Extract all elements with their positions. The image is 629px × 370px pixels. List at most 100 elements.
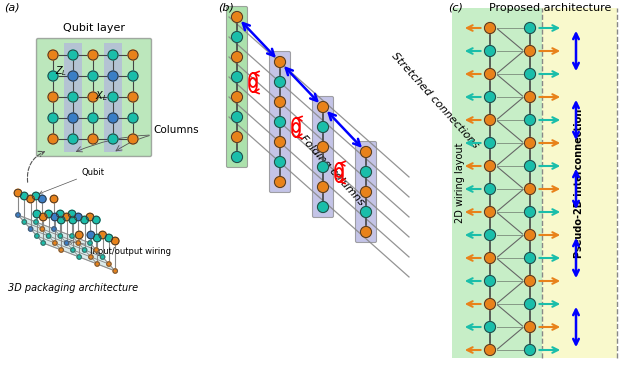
- Circle shape: [27, 195, 35, 203]
- Circle shape: [128, 50, 138, 60]
- Circle shape: [88, 92, 98, 102]
- Circle shape: [525, 344, 535, 356]
- Circle shape: [318, 121, 328, 132]
- Circle shape: [484, 68, 496, 80]
- Circle shape: [21, 192, 28, 200]
- Text: 3D packaging architecture: 3D packaging architecture: [8, 283, 138, 293]
- Circle shape: [274, 57, 286, 67]
- Circle shape: [68, 210, 76, 218]
- Circle shape: [95, 262, 99, 266]
- Circle shape: [81, 216, 89, 224]
- Circle shape: [484, 184, 496, 195]
- Circle shape: [53, 241, 57, 245]
- Circle shape: [231, 11, 243, 23]
- Circle shape: [525, 161, 535, 172]
- Circle shape: [99, 231, 106, 239]
- Circle shape: [484, 252, 496, 263]
- Circle shape: [51, 213, 58, 221]
- Circle shape: [57, 210, 64, 218]
- Circle shape: [318, 182, 328, 192]
- Circle shape: [88, 71, 98, 81]
- Circle shape: [47, 234, 51, 238]
- Circle shape: [40, 227, 45, 231]
- Circle shape: [318, 101, 328, 112]
- Circle shape: [70, 234, 74, 238]
- Circle shape: [525, 68, 535, 80]
- Circle shape: [484, 322, 496, 333]
- Circle shape: [360, 206, 372, 218]
- Circle shape: [484, 344, 496, 356]
- Circle shape: [360, 166, 372, 178]
- Circle shape: [105, 234, 113, 242]
- Text: (c): (c): [448, 3, 463, 13]
- Circle shape: [89, 255, 93, 259]
- Circle shape: [525, 322, 535, 333]
- Circle shape: [57, 216, 65, 224]
- Circle shape: [76, 241, 81, 245]
- Text: $X_L$: $X_L$: [95, 89, 108, 103]
- Circle shape: [231, 91, 243, 102]
- Circle shape: [88, 241, 92, 245]
- Circle shape: [33, 210, 41, 218]
- Circle shape: [108, 50, 118, 60]
- Circle shape: [68, 50, 78, 60]
- Circle shape: [484, 114, 496, 125]
- Circle shape: [231, 131, 243, 142]
- Circle shape: [59, 248, 64, 252]
- Circle shape: [69, 216, 77, 224]
- Circle shape: [108, 71, 118, 81]
- Circle shape: [274, 157, 286, 168]
- Circle shape: [70, 248, 75, 252]
- Circle shape: [75, 231, 83, 239]
- Circle shape: [360, 147, 372, 158]
- Circle shape: [93, 234, 101, 242]
- Text: Stretched connections: Stretched connections: [390, 50, 481, 150]
- Circle shape: [111, 237, 119, 245]
- FancyBboxPatch shape: [313, 97, 333, 218]
- Circle shape: [48, 92, 58, 102]
- Circle shape: [318, 161, 328, 172]
- Circle shape: [484, 206, 496, 218]
- Circle shape: [68, 113, 78, 123]
- Circle shape: [484, 276, 496, 286]
- Circle shape: [48, 134, 58, 144]
- FancyBboxPatch shape: [226, 7, 247, 168]
- Circle shape: [68, 134, 78, 144]
- Circle shape: [74, 213, 82, 221]
- Text: 2D wiring layout: 2D wiring layout: [455, 143, 465, 223]
- Circle shape: [484, 161, 496, 172]
- Text: Columns: Columns: [153, 125, 199, 135]
- Circle shape: [88, 50, 98, 60]
- Circle shape: [35, 234, 39, 238]
- Circle shape: [82, 248, 87, 252]
- FancyBboxPatch shape: [36, 38, 152, 157]
- Circle shape: [484, 23, 496, 34]
- Circle shape: [34, 220, 38, 224]
- Circle shape: [318, 141, 328, 152]
- FancyBboxPatch shape: [269, 51, 291, 192]
- Bar: [104, 43, 122, 152]
- Circle shape: [484, 229, 496, 241]
- Circle shape: [525, 138, 535, 148]
- Bar: [452, 8, 542, 358]
- Circle shape: [48, 50, 58, 60]
- Circle shape: [360, 226, 372, 238]
- Circle shape: [48, 113, 58, 123]
- Polygon shape: [18, 215, 115, 271]
- Circle shape: [108, 92, 118, 102]
- Circle shape: [525, 46, 535, 57]
- Circle shape: [50, 195, 58, 203]
- Circle shape: [77, 255, 81, 259]
- Circle shape: [231, 151, 243, 162]
- Circle shape: [525, 91, 535, 102]
- Circle shape: [525, 184, 535, 195]
- Circle shape: [16, 213, 20, 217]
- Circle shape: [128, 113, 138, 123]
- Circle shape: [274, 77, 286, 87]
- Text: Input/output wiring: Input/output wiring: [69, 240, 171, 256]
- Bar: [64, 43, 82, 152]
- Circle shape: [101, 255, 105, 259]
- Circle shape: [525, 252, 535, 263]
- Circle shape: [484, 46, 496, 57]
- Text: Folding columns: Folding columns: [298, 133, 366, 207]
